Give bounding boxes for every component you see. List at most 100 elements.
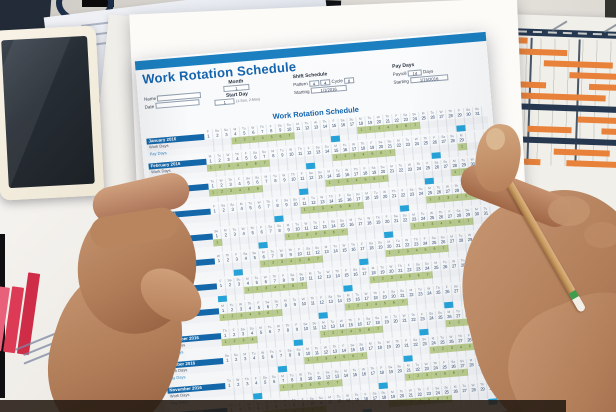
- pay-day-cell: [261, 166, 271, 174]
- pay-day-cell: [428, 328, 438, 335]
- pay-day-cell: [214, 145, 224, 153]
- pay-day-cell: [328, 210, 338, 218]
- pay-day-cell: [297, 389, 308, 396]
- pay-day-cell: [223, 144, 233, 152]
- pay-day-cell: [397, 180, 408, 187]
- pay-day-cell: [357, 233, 367, 241]
- pay-day-cell: [446, 226, 457, 233]
- pay-day-cell: [246, 318, 257, 325]
- pay-day-cell: [336, 310, 346, 318]
- pay-day-cell: [226, 294, 237, 302]
- pay-day-cell: [347, 334, 357, 342]
- pay-day-cell: [408, 304, 418, 312]
- pay-day-cell: [262, 291, 273, 299]
- pay-day-cell: [361, 283, 371, 291]
- pay-day-cell: [228, 319, 239, 327]
- pay-day-cell: [374, 232, 385, 239]
- tablet: [0, 25, 105, 201]
- pay-day-cell: [448, 351, 458, 359]
- pay-day-cell: [366, 132, 377, 140]
- pay-day-cell: [388, 281, 398, 288]
- pay-day-cell: [403, 355, 413, 362]
- pay-day-cell: [419, 328, 429, 336]
- pay-day-cell: [305, 263, 315, 270]
- pay-day-cell: [455, 325, 465, 333]
- pay-day-cell: [304, 363, 315, 371]
- pay-day-cell: [285, 139, 296, 147]
- pay-day-cell: [359, 158, 370, 165]
- pay-day-cell: [327, 311, 337, 319]
- pattern-off-field: 4: [320, 78, 331, 86]
- pay-day-cell: [435, 201, 446, 209]
- pay-day-cell: [293, 339, 304, 347]
- pay-day-cell: [414, 379, 424, 387]
- pay-day-cell: [259, 367, 270, 374]
- pay-day-cell: [358, 358, 369, 366]
- pay-day-cell: [415, 178, 426, 186]
- pay-day-cell: [381, 206, 392, 214]
- pay-day-cell: [465, 124, 475, 131]
- pay-day-cell: [444, 301, 454, 309]
- pay-day-cell: [238, 218, 248, 226]
- pay-day-cell: [332, 160, 343, 168]
- pay-day-cell: [254, 192, 264, 199]
- pay-day-cell: [248, 343, 259, 350]
- pay-day-cell: [341, 159, 352, 167]
- pay-day-cell: [213, 245, 224, 253]
- pay-day-cell: [325, 286, 335, 294]
- pay-starting-field: 1/15/2016: [409, 74, 449, 84]
- pay-day-cell: [311, 337, 322, 345]
- pay-day-cell: [354, 309, 364, 316]
- pay-day-cell: [317, 186, 327, 194]
- pay-day-cell: [294, 138, 305, 146]
- pay-day-cell: [222, 244, 233, 252]
- right-hand-thumbnail: [486, 128, 505, 150]
- gantt-axis-label: [551, 20, 568, 32]
- pay-day-cell: [390, 205, 401, 213]
- pay-day-cell: [253, 392, 263, 400]
- pay-day-cell: [378, 382, 389, 390]
- pay-day-cell: [211, 220, 221, 228]
- pay-day-cell: [351, 384, 362, 392]
- tablet-screen: [1, 35, 95, 189]
- pay-day-cell: [307, 287, 317, 295]
- pay-day-cell: [359, 258, 369, 266]
- pay-day-cell: [320, 337, 331, 344]
- pay-day-cell: [321, 236, 331, 244]
- pay-day-cell: [397, 280, 407, 288]
- pay-day-cell: [298, 288, 308, 296]
- pay-day-cell: [448, 251, 459, 258]
- bottom-shadow: [0, 400, 566, 412]
- pay-day-cell: [399, 204, 410, 212]
- pay-day-cell: [383, 231, 394, 239]
- pay-day-cell: [411, 128, 421, 136]
- pay-day-cell: [241, 143, 251, 150]
- pay-day-cell: [439, 352, 449, 359]
- pay-day-cell: [368, 157, 379, 165]
- pay-day-cell: [458, 149, 468, 157]
- pay-day-cell: [231, 244, 241, 251]
- pay-starting-label: Starting: [393, 78, 410, 85]
- pay-day-cell: [244, 293, 255, 300]
- pay-day-cell: [368, 257, 378, 265]
- right-hand-knuckle: [584, 222, 616, 248]
- pay-day-cell: [219, 320, 230, 328]
- pay-day-cell: [325, 186, 336, 193]
- payroll-label: Payroll: [392, 70, 407, 77]
- pay-day-cell: [252, 167, 262, 174]
- pay-day-cell: [233, 269, 244, 276]
- pay-day-cell: [271, 291, 282, 298]
- pay-day-cell: [410, 329, 420, 337]
- pay-day-cell: [224, 370, 234, 377]
- pay-day-cell: [316, 287, 326, 294]
- pay-day-cell: [352, 284, 362, 291]
- pay-day-cell: [424, 177, 435, 185]
- pay-day-cell: [361, 183, 372, 190]
- pay-day-cell: [225, 169, 235, 177]
- start-day-field: 1: [214, 98, 236, 106]
- payroll-field: 14: [407, 68, 422, 77]
- pay-day-cell: [292, 214, 302, 221]
- pay-day-cell: [369, 383, 380, 390]
- pay-day-cell: [408, 204, 419, 211]
- pay-day-cell: [264, 316, 275, 324]
